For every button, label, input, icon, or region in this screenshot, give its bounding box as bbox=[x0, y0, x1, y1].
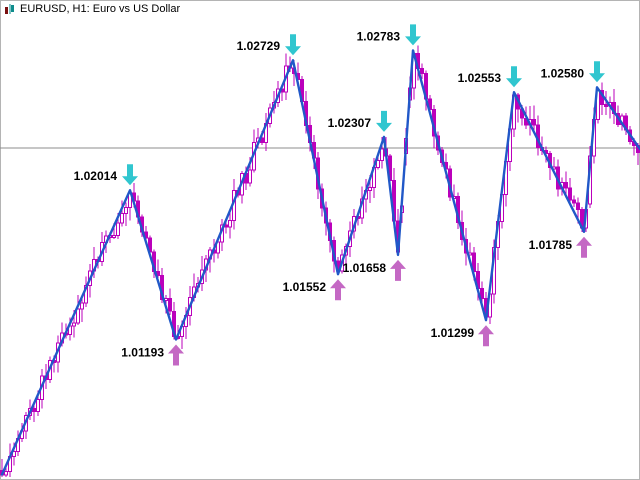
candle-body bbox=[577, 203, 580, 210]
swing-low-price-label: 1.01658 bbox=[343, 261, 387, 275]
chart-icon-bar-maroon bbox=[5, 7, 8, 14]
swing-low-price-label: 1.01785 bbox=[529, 238, 573, 252]
swing-low-arrow-icon[interactable] bbox=[330, 279, 346, 300]
chart-icon bbox=[4, 3, 16, 15]
candle-body bbox=[77, 309, 80, 323]
swing-high-price-label: 1.02307 bbox=[328, 116, 372, 130]
candle-body bbox=[73, 323, 76, 326]
candle-body bbox=[565, 183, 568, 188]
candle-body bbox=[37, 399, 40, 411]
chart-icon-wick bbox=[10, 4, 11, 14]
swing-high-price-label: 1.02783 bbox=[357, 29, 401, 43]
candle-body bbox=[381, 149, 384, 161]
price-chart[interactable]: 1.02014 1.01193 1.02729 1.01552 1.02307 1.016… bbox=[0, 0, 640, 480]
candle-body bbox=[5, 471, 8, 475]
candle-body bbox=[117, 223, 120, 235]
swing-high-arrow-icon[interactable] bbox=[405, 24, 421, 45]
swing-high-price-label: 1.02014 bbox=[74, 169, 118, 183]
candle-body bbox=[125, 207, 128, 213]
swing-high-price-label: 1.02729 bbox=[237, 39, 281, 53]
swing-low-arrow-icon[interactable] bbox=[390, 260, 406, 281]
candle-body bbox=[605, 105, 608, 107]
swing-high-price-label: 1.02553 bbox=[458, 71, 502, 85]
candle-body bbox=[229, 220, 232, 227]
swing-low-price-label: 1.01552 bbox=[283, 280, 327, 294]
candle-body bbox=[421, 69, 424, 74]
candle-body bbox=[249, 170, 252, 183]
candle-body bbox=[533, 120, 536, 125]
swing-high-arrow-icon[interactable] bbox=[376, 111, 392, 132]
swing-high-arrow-icon[interactable] bbox=[506, 66, 522, 87]
swing-low-price-label: 1.01193 bbox=[121, 346, 164, 360]
swing-low-price-label: 1.01299 bbox=[431, 326, 475, 340]
chart-title: EURUSD, H1: Euro vs US Dollar bbox=[20, 3, 180, 15]
candle-body bbox=[81, 303, 84, 309]
candle-body bbox=[573, 200, 576, 203]
swing-low-arrow-icon[interactable] bbox=[478, 325, 494, 346]
candle-body bbox=[569, 188, 572, 200]
chart-icon-bar-teal bbox=[11, 5, 14, 12]
swing-high-arrow-icon[interactable] bbox=[589, 61, 605, 82]
candle-body bbox=[33, 409, 36, 412]
chart-window: 1.02014 1.01193 1.02729 1.01552 1.02307 1.016… bbox=[0, 0, 640, 480]
swing-low-arrow-icon[interactable] bbox=[576, 237, 592, 258]
candle-body bbox=[113, 235, 116, 237]
swing-high-arrow-icon[interactable] bbox=[122, 164, 138, 185]
chart-title-bar: EURUSD, H1: Euro vs US Dollar bbox=[4, 3, 180, 15]
swing-high-arrow-icon[interactable] bbox=[285, 34, 301, 55]
zigzag-line[interactable] bbox=[2, 50, 640, 474]
swing-high-price-label: 1.02580 bbox=[541, 66, 585, 80]
candle-body bbox=[169, 298, 172, 311]
candle-body bbox=[369, 187, 372, 190]
candle-body bbox=[121, 214, 124, 224]
